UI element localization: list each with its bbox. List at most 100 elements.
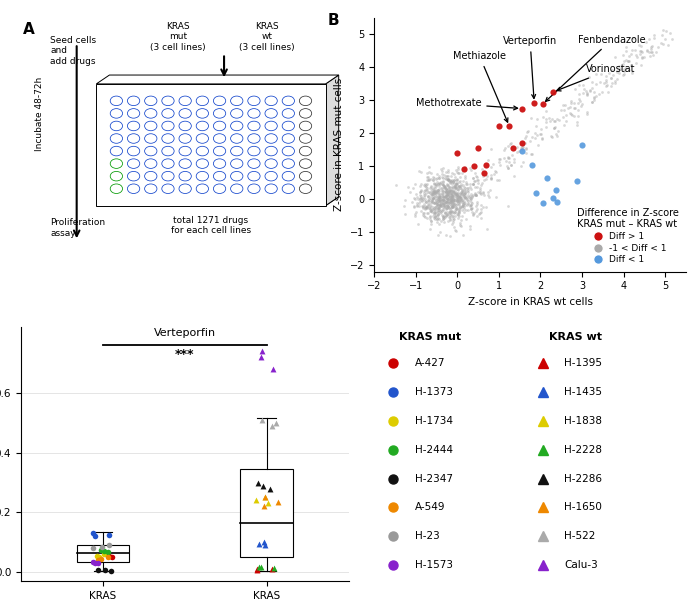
Point [440, 184, 452, 193]
Point [445, 188, 456, 198]
Point [476, 207, 487, 216]
Point [430, 198, 442, 207]
Point [468, 190, 479, 199]
Point [453, 192, 464, 201]
Point [537, 99, 548, 109]
Point [442, 187, 453, 197]
Point [450, 165, 461, 175]
Point [450, 188, 461, 198]
Point [663, 40, 674, 49]
Point [429, 193, 440, 203]
Point [446, 189, 457, 198]
Point [489, 167, 500, 176]
Point [428, 184, 439, 193]
Point [447, 196, 458, 206]
Point [430, 181, 442, 190]
Point [444, 175, 456, 184]
Point [594, 89, 605, 99]
Point [447, 186, 458, 196]
Point [436, 207, 447, 216]
Point [433, 210, 444, 219]
Point [457, 230, 468, 240]
Point [566, 98, 577, 107]
Point [459, 198, 470, 208]
Text: Verteporfin: Verteporfin [154, 328, 216, 338]
Point [447, 190, 458, 199]
Point [435, 189, 446, 199]
Point [437, 214, 448, 224]
Point [641, 45, 652, 55]
Point [442, 174, 454, 183]
Point [423, 201, 434, 211]
Point [418, 202, 429, 211]
Point [511, 147, 522, 156]
Text: KRAS
mut
(3 cell lines): KRAS mut (3 cell lines) [150, 22, 206, 52]
Point [475, 204, 486, 213]
Point [454, 183, 466, 192]
Point [573, 111, 584, 121]
Point [440, 230, 452, 240]
Point [449, 195, 460, 204]
Point [433, 193, 444, 202]
Point [426, 189, 438, 199]
Point [493, 175, 504, 184]
Point [416, 201, 428, 211]
Point [419, 190, 430, 200]
Point [458, 200, 469, 210]
Polygon shape [97, 75, 339, 84]
Point [620, 46, 631, 55]
Point [435, 201, 446, 210]
Point [436, 195, 447, 205]
Point [448, 179, 459, 188]
Polygon shape [97, 197, 339, 205]
Point [432, 192, 443, 202]
Point [442, 181, 453, 190]
Point [442, 200, 453, 210]
Point [448, 177, 459, 187]
Point [442, 191, 454, 201]
Point [443, 176, 454, 186]
Point [442, 201, 454, 211]
Point [411, 198, 422, 208]
Point [568, 111, 580, 121]
Point [420, 182, 431, 192]
Point [442, 209, 453, 219]
Point [603, 68, 615, 78]
Point [454, 197, 465, 207]
Point [253, 562, 265, 572]
Point [450, 187, 461, 197]
Point [520, 131, 531, 141]
Point [422, 176, 433, 185]
Point [445, 210, 456, 219]
Point [485, 173, 496, 183]
Point [463, 185, 474, 195]
Point [525, 113, 536, 122]
Point [447, 192, 458, 201]
Point [257, 415, 268, 425]
Point [438, 205, 449, 214]
Point [623, 65, 634, 75]
Point [428, 198, 440, 208]
Point [454, 202, 466, 211]
Point [645, 42, 656, 52]
Point [453, 196, 464, 206]
Point [443, 212, 454, 222]
Point [426, 184, 438, 194]
Point [473, 143, 484, 153]
Point [258, 481, 269, 491]
Polygon shape [326, 75, 339, 205]
Point [428, 202, 439, 211]
Point [438, 195, 449, 204]
Point [466, 192, 477, 201]
Point [267, 564, 278, 574]
Point [428, 204, 439, 213]
Point [454, 188, 466, 198]
Point [95, 545, 106, 555]
Point [432, 195, 443, 204]
Point [440, 197, 452, 207]
Point [591, 80, 602, 89]
Point [559, 105, 570, 115]
Point [471, 190, 482, 199]
Point [434, 192, 445, 201]
Point [455, 216, 466, 225]
